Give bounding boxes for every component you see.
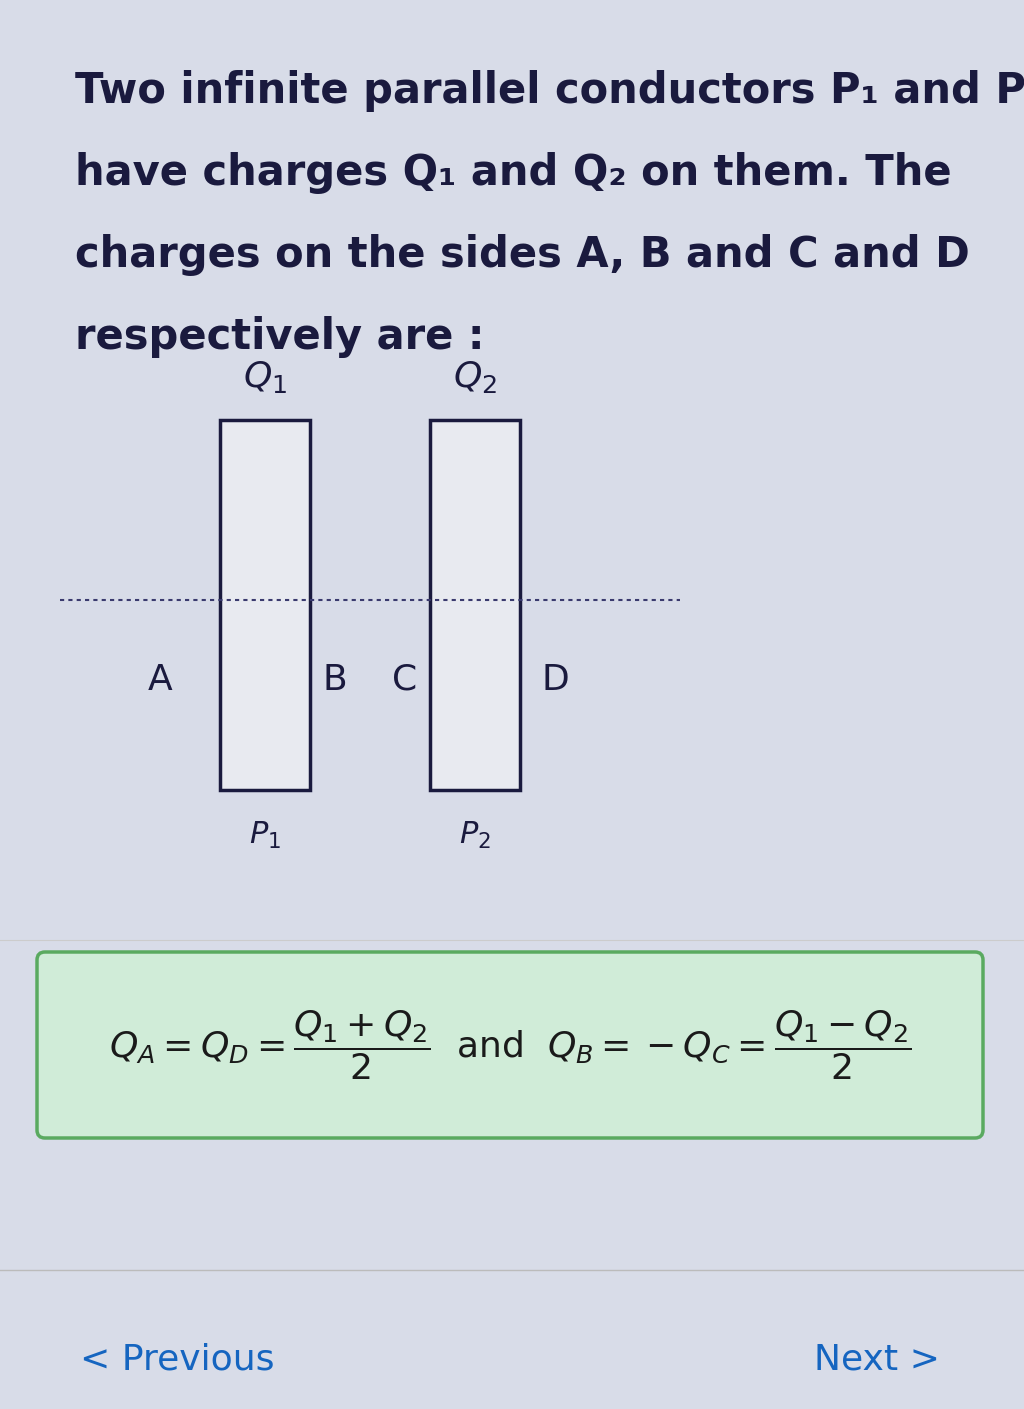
Text: Two infinite parallel conductors P₁ and P₂: Two infinite parallel conductors P₁ and … — [75, 70, 1024, 111]
Text: $P_1$: $P_1$ — [249, 820, 281, 851]
Text: B: B — [323, 664, 347, 697]
Text: < Previous: < Previous — [80, 1343, 274, 1377]
Text: $P_2$: $P_2$ — [459, 820, 490, 851]
Bar — [220, 420, 310, 790]
Text: $Q_1$: $Q_1$ — [243, 359, 287, 395]
Text: Next >: Next > — [814, 1343, 940, 1377]
Text: D: D — [541, 664, 569, 697]
Text: $Q_A = Q_D = \dfrac{Q_1 + Q_2}{2}$  and  $Q_B = -Q_C = \dfrac{Q_1 - Q_2}{2}$: $Q_A = Q_D = \dfrac{Q_1 + Q_2}{2}$ and $… — [109, 1009, 911, 1082]
Text: charges on the sides A, B and C and D: charges on the sides A, B and C and D — [75, 234, 970, 276]
FancyBboxPatch shape — [37, 952, 983, 1138]
Text: A: A — [147, 664, 172, 697]
Text: have charges Q₁ and Q₂ on them. The: have charges Q₁ and Q₂ on them. The — [75, 152, 951, 194]
Text: $Q_2$: $Q_2$ — [453, 359, 497, 395]
Text: respectively are :: respectively are : — [75, 316, 484, 358]
Bar — [430, 420, 520, 790]
Text: C: C — [392, 664, 418, 697]
